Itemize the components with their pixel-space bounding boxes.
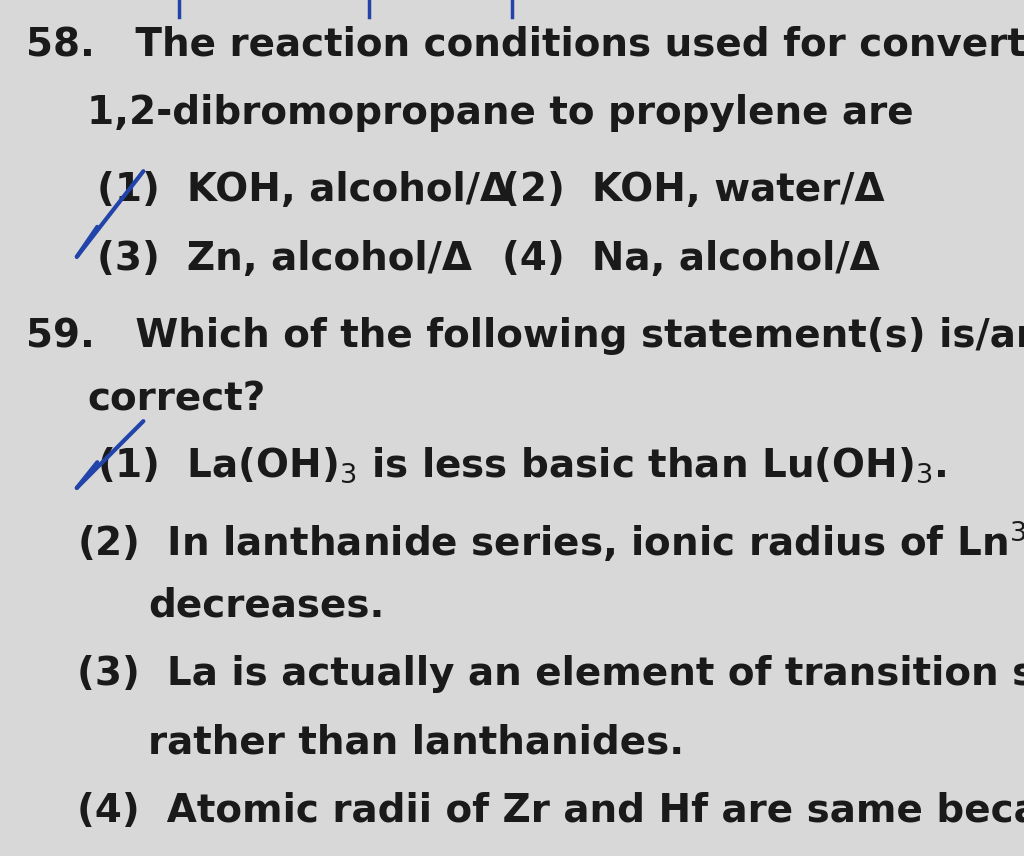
Text: (2)  KOH, water/Δ: (2) KOH, water/Δ — [502, 171, 885, 209]
Text: (3)  La is actually an element of transition series: (3) La is actually an element of transit… — [77, 655, 1024, 693]
Text: decreases.: decreases. — [148, 586, 385, 624]
Text: 1,2-dibromopropane to propylene are: 1,2-dibromopropane to propylene are — [87, 94, 913, 132]
Text: (2)  In lanthanide series, ionic radius of Ln$^{3+}$ ion: (2) In lanthanide series, ionic radius o… — [77, 518, 1024, 563]
Text: (4)  Atomic radii of Zr and Hf are same because: (4) Atomic radii of Zr and Hf are same b… — [77, 792, 1024, 829]
Text: 59.   Which of the following statement(s) is/are not: 59. Which of the following statement(s) … — [26, 317, 1024, 354]
Text: correct?: correct? — [87, 381, 265, 419]
Text: 58.   The reaction conditions used for converting: 58. The reaction conditions used for con… — [26, 26, 1024, 63]
Text: (1)  KOH, alcohol/Δ: (1) KOH, alcohol/Δ — [97, 171, 510, 209]
Text: rather than lanthanides.: rather than lanthanides. — [148, 723, 685, 761]
Text: (3)  Zn, alcohol/Δ: (3) Zn, alcohol/Δ — [97, 240, 472, 277]
Text: (1)  La(OH)$_3$ is less basic than Lu(OH)$_3$.: (1) La(OH)$_3$ is less basic than Lu(OH)… — [97, 445, 947, 484]
Text: (4)  Na, alcohol/Δ: (4) Na, alcohol/Δ — [502, 240, 880, 277]
